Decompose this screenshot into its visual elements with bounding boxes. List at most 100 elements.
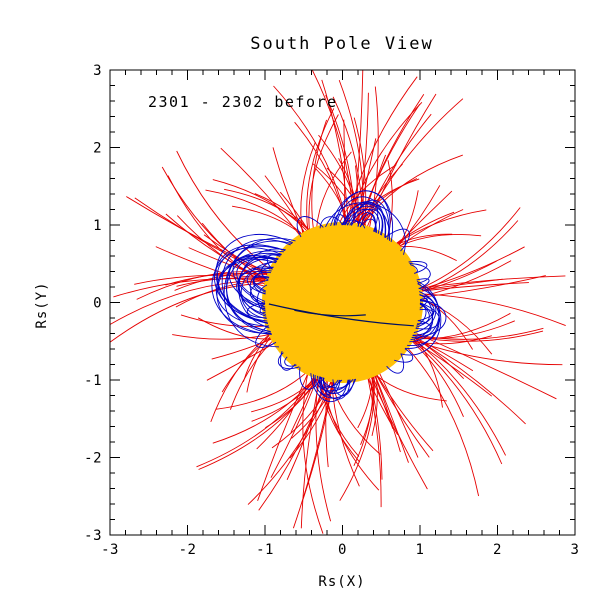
closed-field-loop: [226, 252, 282, 334]
closed-field-loop: [216, 247, 282, 324]
closed-field-loop: [386, 353, 405, 374]
closed-field-loop: [277, 352, 300, 370]
closed-field-loop: [259, 302, 266, 314]
closed-field-loop: [411, 299, 447, 338]
open-field-line: [373, 373, 409, 463]
open-field-line: [224, 188, 311, 233]
closed-field-loop: [394, 348, 414, 363]
closed-field-loop: [404, 280, 440, 349]
open-field-line: [374, 372, 430, 458]
x-tick-label: -2: [179, 542, 197, 558]
closed-field-loop: [416, 278, 430, 290]
open-field-line: [394, 211, 455, 246]
closed-field-loop: [409, 263, 431, 284]
closed-field-loop: [215, 234, 294, 325]
closed-field-loop: [341, 205, 383, 236]
x-axis-label: Rs(X): [318, 574, 365, 590]
closed-field-loop: [255, 325, 277, 348]
closed-field-loop: [216, 257, 279, 327]
open-field-line: [312, 163, 360, 227]
closed-field-loop: [343, 208, 380, 234]
axis-ticks: [109, 69, 576, 536]
open-field-line: [206, 341, 277, 381]
open-field-line: [205, 189, 305, 236]
y-tick-label: -3: [84, 528, 102, 544]
open-field-line: [176, 277, 269, 287]
open-field-line: [300, 141, 316, 236]
disk-chord: [268, 303, 414, 327]
closed-field-loop: [228, 255, 279, 308]
open-field-line: [343, 119, 346, 226]
closed-field-loop: [415, 300, 435, 328]
closed-field-loop: [236, 268, 273, 310]
open-field-line: [412, 335, 526, 425]
closed-field-loop: [296, 216, 324, 238]
open-field-line: [308, 114, 339, 233]
annotation-label: 2301 - 2302 before: [148, 93, 338, 111]
y-tick-label: 3: [93, 63, 102, 79]
open-field-line: [229, 338, 275, 410]
x-tick-label: 2: [493, 542, 502, 558]
open-field-line: [396, 246, 457, 262]
open-field-line: [418, 207, 521, 290]
closed-field-loop: [216, 250, 284, 334]
open-field-line: [180, 314, 269, 327]
closed-field-loop: [223, 238, 296, 348]
closed-field-loop: [237, 258, 279, 315]
closed-field-loop: [413, 294, 437, 334]
open-field-line: [405, 346, 480, 497]
closed-field-loop: [236, 258, 277, 302]
open-field-line: [378, 370, 419, 458]
closed-field-loop: [351, 221, 366, 229]
closed-field-loop: [266, 254, 281, 270]
open-field-line: [362, 98, 464, 228]
axis-tick-labels: -3-3 -2 -2 -1 -1 0 0 1 1 2 2 3 3: [84, 63, 579, 558]
open-field-line: [410, 338, 563, 366]
closed-field-loop: [417, 309, 434, 322]
open-field-line: [212, 375, 317, 444]
open-field-line: [413, 327, 544, 340]
open-field-line: [113, 278, 269, 298]
closed-field-loop: [246, 302, 267, 319]
open-field-line: [325, 378, 329, 468]
open-field-line: [271, 379, 334, 449]
open-field-line: [375, 372, 434, 452]
closed-field-loop: [211, 245, 286, 335]
open-field-line: [172, 333, 272, 340]
open-field-line: [220, 147, 302, 238]
plot-title: South Pole View: [250, 34, 434, 54]
open-field-line: [321, 79, 349, 226]
closed-field-loop: [400, 283, 442, 356]
open-field-line: [353, 373, 374, 466]
closed-field-loop: [318, 376, 351, 400]
closed-field-loop: [299, 367, 322, 390]
y-tick-label: -1: [84, 373, 102, 389]
closed-field-loop: [384, 228, 410, 252]
open-field-line: [394, 209, 487, 246]
closed-field-loop: [330, 190, 391, 240]
open-field-line: [357, 373, 373, 429]
x-tick-label: 0: [338, 542, 347, 558]
closed-field-loop: [319, 376, 341, 396]
open-field-line: [351, 178, 420, 226]
closed-field-loop: [342, 203, 390, 241]
disk-chord: [294, 309, 366, 317]
open-field-line: [212, 179, 310, 234]
open-field-line: [264, 175, 307, 235]
closed-field-loop: [257, 284, 268, 312]
disk-chords-layer: [268, 303, 414, 327]
closed-field-loop: [407, 291, 440, 346]
closed-field-loop: [409, 264, 418, 274]
closed-field-loop: [240, 260, 277, 319]
open-field-line: [110, 282, 268, 343]
open-field-line: [410, 339, 464, 417]
y-tick-label: -2: [84, 451, 102, 467]
closed-field-loop: [349, 208, 384, 236]
open-field-line: [221, 334, 273, 393]
y-tick-label: 0: [93, 296, 102, 312]
open-field-line: [246, 335, 273, 393]
y-tick-label: 2: [93, 141, 102, 157]
open-field-line: [413, 331, 557, 400]
closed-field-loops-layer: [211, 190, 447, 402]
